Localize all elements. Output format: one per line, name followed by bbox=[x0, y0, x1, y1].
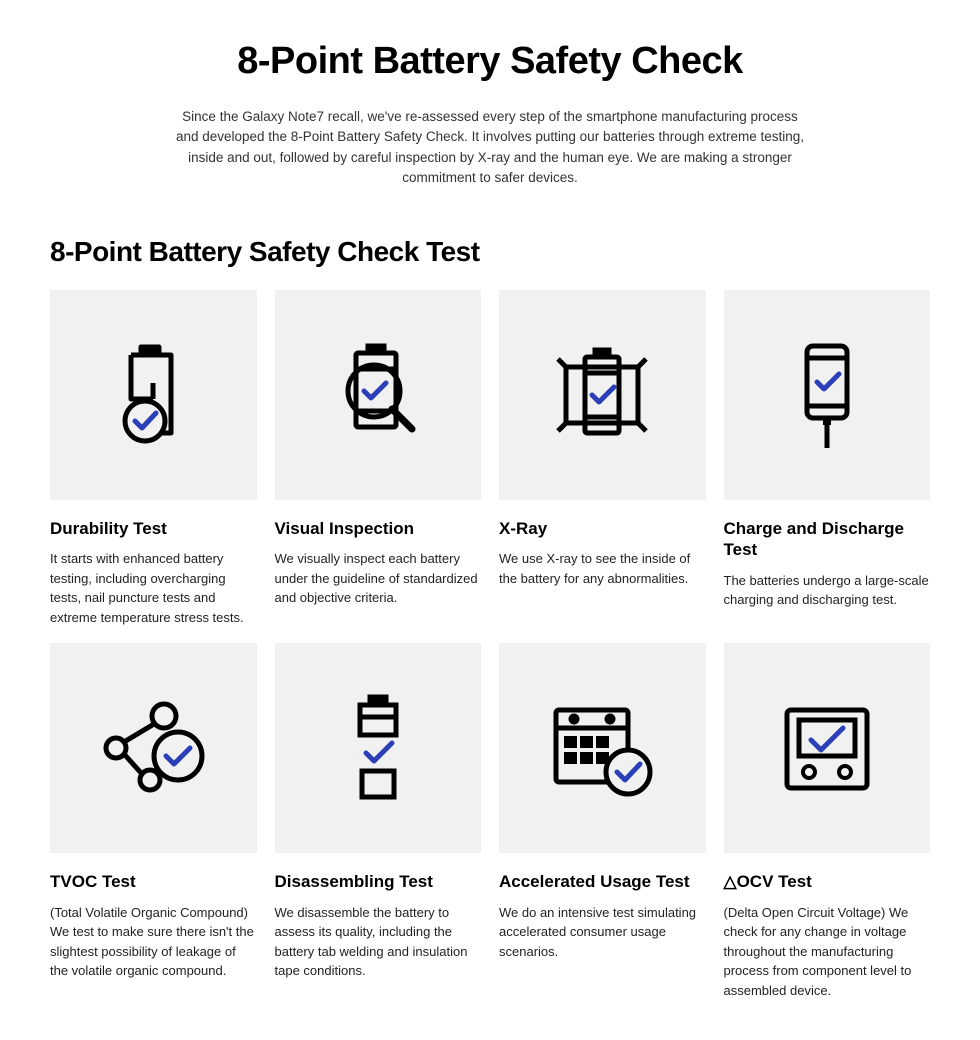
card-title: △OCV Test bbox=[724, 871, 931, 892]
card-xray: X-Ray We use X-ray to see the inside of … bbox=[499, 290, 706, 627]
tvoc-icon bbox=[50, 643, 257, 853]
durability-icon bbox=[50, 290, 257, 500]
card-desc: We do an intensive test simulating accel… bbox=[499, 903, 706, 962]
ocv-icon bbox=[724, 643, 931, 853]
page-title: 8-Point Battery Safety Check bbox=[50, 40, 930, 83]
card-tvoc: TVOC Test (Total Volatile Organic Compou… bbox=[50, 643, 257, 1000]
card-title: Disassembling Test bbox=[275, 871, 482, 892]
card-charge-discharge: Charge and Discharge Test The batteries … bbox=[724, 290, 931, 627]
cards-grid: Durability Test It starts with enhanced … bbox=[50, 290, 930, 1000]
card-desc: We visually inspect each battery under t… bbox=[275, 549, 482, 608]
card-ocv: △OCV Test (Delta Open Circuit Voltage) W… bbox=[724, 643, 931, 1000]
card-disassembling: Disassembling Test We disassemble the ba… bbox=[275, 643, 482, 1000]
intro-text: Since the Galaxy Note7 recall, we've re-… bbox=[170, 107, 810, 188]
visual-inspection-icon bbox=[275, 290, 482, 500]
card-title: TVOC Test bbox=[50, 871, 257, 892]
card-title: Visual Inspection bbox=[275, 518, 482, 539]
card-desc: We use X-ray to see the inside of the ba… bbox=[499, 549, 706, 588]
section-title: 8-Point Battery Safety Check Test bbox=[50, 236, 930, 268]
accelerated-usage-icon bbox=[499, 643, 706, 853]
card-title: Charge and Discharge Test bbox=[724, 518, 931, 561]
card-desc: It starts with enhanced battery testing,… bbox=[50, 549, 257, 627]
card-desc: The batteries undergo a large-scale char… bbox=[724, 571, 931, 610]
card-desc: We disassemble the battery to assess its… bbox=[275, 903, 482, 981]
disassembling-icon bbox=[275, 643, 482, 853]
card-visual-inspection: Visual Inspection We visually inspect ea… bbox=[275, 290, 482, 627]
card-title: Accelerated Usage Test bbox=[499, 871, 706, 892]
card-desc: (Total Volatile Organic Compound) We tes… bbox=[50, 903, 257, 981]
charge-discharge-icon bbox=[724, 290, 931, 500]
card-title: Durability Test bbox=[50, 518, 257, 539]
card-durability: Durability Test It starts with enhanced … bbox=[50, 290, 257, 627]
card-title: X-Ray bbox=[499, 518, 706, 539]
card-accelerated-usage: Accelerated Usage Test We do an intensiv… bbox=[499, 643, 706, 1000]
card-desc: (Delta Open Circuit Voltage) We check fo… bbox=[724, 903, 931, 1001]
xray-icon bbox=[499, 290, 706, 500]
